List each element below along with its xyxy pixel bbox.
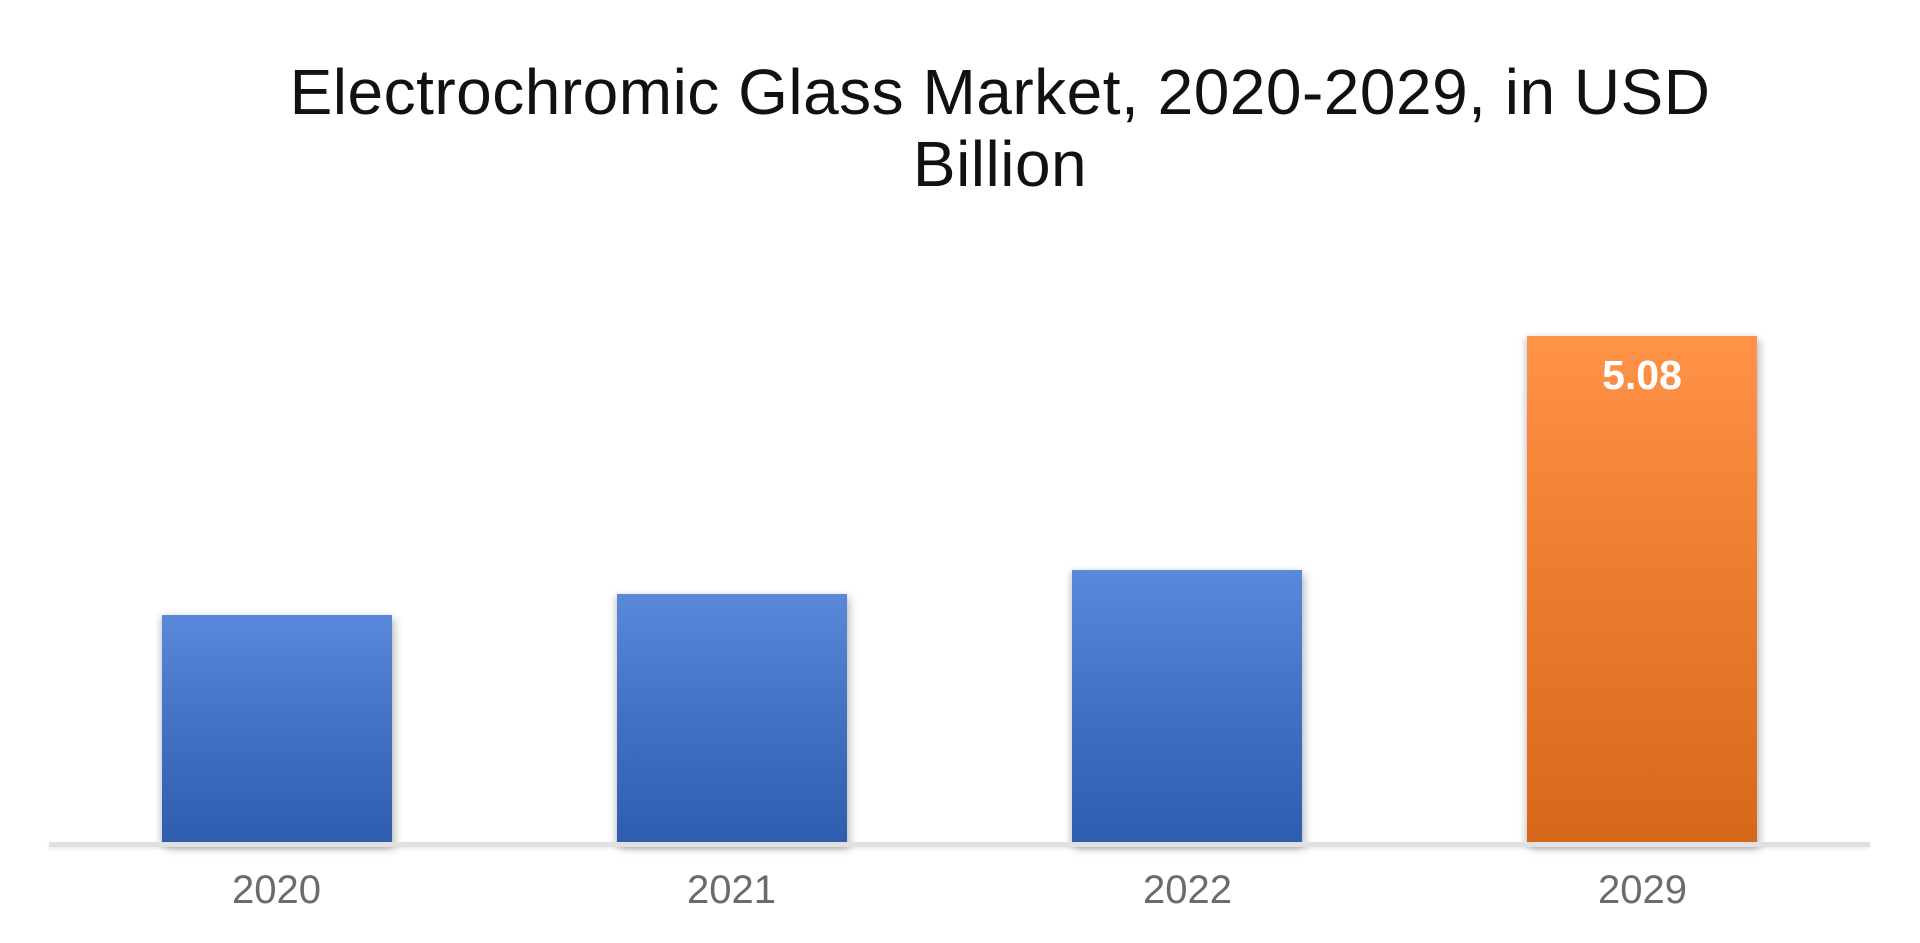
chart-title: Electrochromic Glass Market, 2020-2029, … [289, 56, 1711, 200]
bar-value-label: 5.08 [1602, 352, 1682, 398]
x-tick-label-2029: 2029 [1598, 868, 1687, 912]
x-tick-label-2021: 2021 [687, 868, 776, 912]
x-tick-label-2022: 2022 [1143, 868, 1232, 912]
x-tick-label-2020: 2020 [232, 868, 321, 912]
bar-2021 [617, 594, 847, 845]
bar-2020 [162, 615, 392, 845]
bar-2029: 5.08 [1527, 336, 1757, 845]
x-axis-line [49, 842, 1870, 847]
bar-2022 [1072, 570, 1302, 845]
